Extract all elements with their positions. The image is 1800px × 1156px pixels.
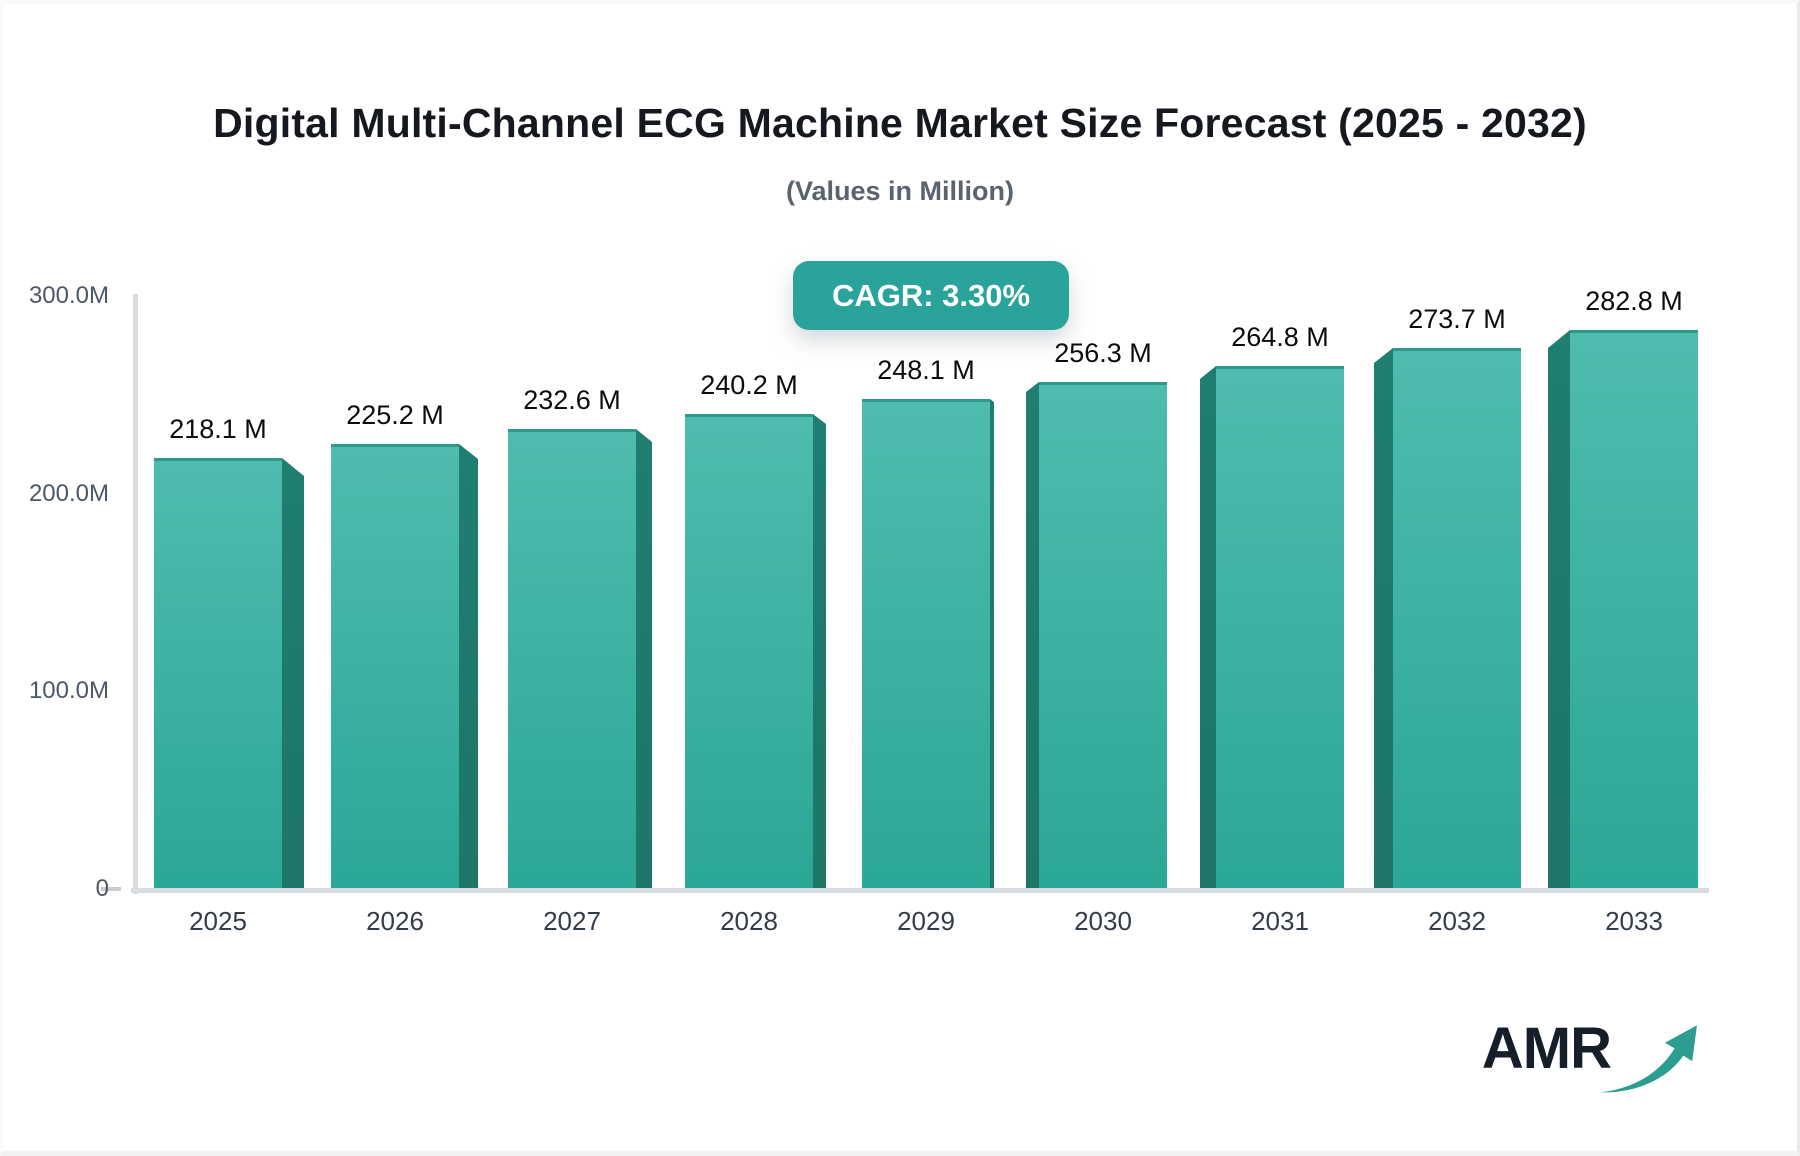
x-tick-label: 2032 [1428,906,1486,936]
bar-value-label: 218.1 M [169,414,267,444]
bar [508,429,636,888]
amr-logo-text: AMR [1481,1016,1612,1081]
bar-3d-side [1026,382,1039,888]
bar-value-label: 232.6 M [523,385,621,415]
bar-3d-side [282,458,304,888]
bar-value-label: 248.1 M [877,355,975,385]
bar [331,444,459,888]
x-tick-label: 2027 [543,906,601,936]
amr-logo: AMR [1482,1020,1701,1103]
y-tick-label: 100.0M [28,677,109,705]
bar-3d-side [1374,348,1393,888]
y-axis-zero-tick [101,887,121,891]
bar-value-label: 282.8 M [1585,286,1683,316]
bar [1570,330,1698,888]
bar [154,458,282,888]
bar-value-label: 256.3 M [1054,338,1152,368]
x-tick-label: 2028 [720,906,778,936]
chart-subtitle: (Values in Million) [785,176,1015,206]
bar-3d-side [813,414,826,888]
bar [685,414,813,888]
bar [1393,348,1521,888]
bar-3d-side [1200,366,1216,888]
bar-3d-side [459,444,478,888]
x-tick-label: 2029 [897,906,955,936]
bar-value-label: 225.2 M [346,400,444,430]
x-tick-label: 2025 [189,906,247,936]
growth-arrow-icon [1597,1022,1701,1103]
bar-3d-side [636,429,652,888]
cagr-badge: CAGR: 3.30% [793,261,1069,330]
y-tick-label: 0 [95,875,109,902]
x-tick-label: 2033 [1605,906,1663,936]
y-tick-label: 200.0M [28,479,109,507]
bar-value-label: 240.2 M [700,370,798,400]
bar-3d-side [1548,330,1570,888]
chart-title: Digital Multi-Channel ECG Machine Market… [213,100,1587,146]
bar [1039,382,1167,888]
bar [1216,366,1344,888]
x-tick-label: 2031 [1251,906,1309,936]
bar [862,399,990,888]
x-tick-label: 2026 [366,906,424,936]
x-axis-line [131,888,1709,893]
bar-value-label: 273.7 M [1408,304,1506,334]
bar-3d-side [990,399,994,888]
y-axis-line [133,294,138,894]
bar-value-label: 264.8 M [1231,322,1329,352]
y-tick-label: 300.0M [28,282,109,309]
x-tick-label: 2030 [1074,906,1132,936]
